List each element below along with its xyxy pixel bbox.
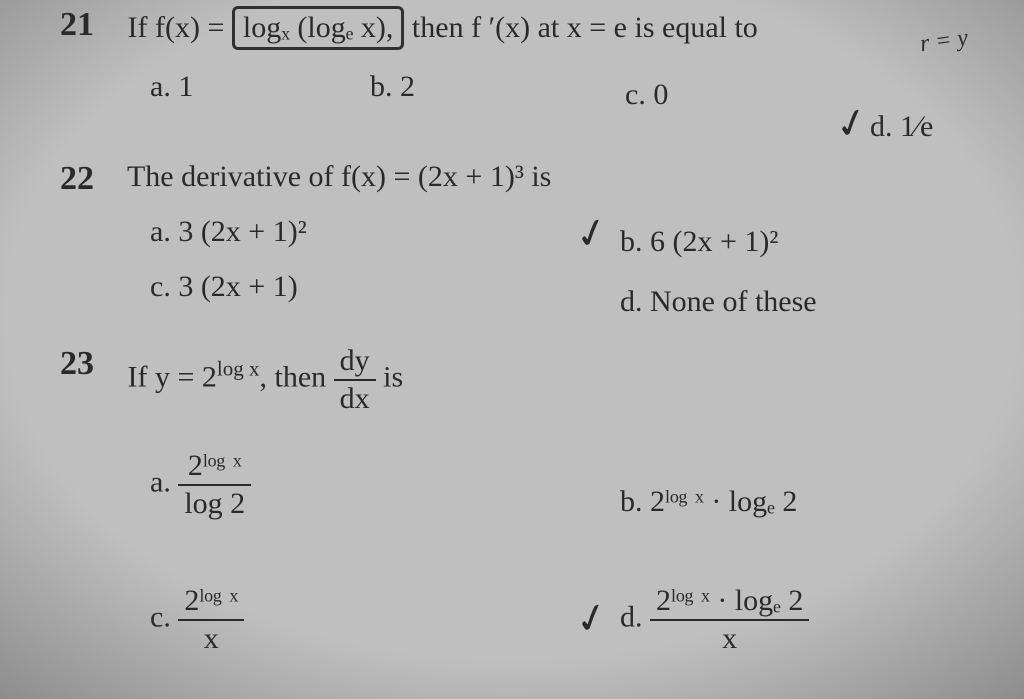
q22-opt-a: a. 3 (2x + 1)² [150, 215, 307, 249]
q23-opt-d-num: 2ˡᵒᵍ ˣ · logₑ 2 [650, 585, 809, 621]
q23-opt-c-num: 2ˡᵒᵍ ˣ [178, 585, 244, 621]
q23-stem-exp: log x [217, 356, 260, 380]
q22-number: 22 [60, 160, 120, 198]
q23-opt-c-label: c. [150, 600, 171, 633]
q23-opt-a-label: a. [150, 465, 171, 498]
q23-opt-c-den: x [178, 621, 244, 655]
q23-opt-a-den: log 2 [178, 486, 251, 520]
q23-opt-a-frac: 2ˡᵒᵍ ˣ log 2 [178, 450, 251, 519]
q23-opt-c: c. 2ˡᵒᵍ ˣ x [150, 585, 244, 654]
q23-frac-den: dx [334, 381, 376, 415]
q23-dy-dx: dy dx [334, 345, 376, 414]
q21-opt-d: d. 1⁄e [870, 110, 933, 144]
q23-opt-b: b. 2ˡᵒᵍ ˣ · logₑ 2 [620, 485, 797, 519]
question-21: 21 If f(x) = logₓ (logₑ x), then f ′(x) … [60, 6, 758, 50]
q23-number: 23 [60, 345, 120, 383]
q21-stem-pre: If f(x) = [128, 11, 225, 44]
q21-checkmark-icon: ✓ [829, 96, 874, 150]
q23-stem-pre: If y = 2 [128, 360, 217, 393]
q21-boxed-expr: logₓ (logₑ x), [232, 6, 405, 50]
q23-opt-d-label: d. [620, 600, 643, 633]
q22-opt-d: d. None of these [620, 285, 817, 319]
q23-stem-post: is [383, 360, 403, 393]
q22-stem: The derivative of f(x) = (2x + 1)³ is [127, 160, 551, 193]
q23-opt-a: a. 2ˡᵒᵍ ˣ log 2 [150, 450, 251, 519]
q21-number: 21 [60, 6, 120, 44]
q21-margin-annot: r = y [918, 25, 969, 58]
q23-opt-a-num: 2ˡᵒᵍ ˣ [178, 450, 251, 486]
page: 21 If f(x) = logₓ (logₑ x), then f ′(x) … [0, 0, 1024, 699]
q23-checkmark-icon: ✓ [569, 591, 614, 645]
q23-frac-num: dy [334, 345, 376, 381]
question-23: 23 If y = 2log x, then dy dx is [60, 345, 403, 414]
q22-opt-c: c. 3 (2x + 1) [150, 270, 298, 304]
question-22: 22 The derivative of f(x) = (2x + 1)³ is [60, 160, 551, 198]
q22-checkmark-icon: ✓ [569, 206, 614, 260]
q21-opt-a: a. 1 [150, 70, 193, 104]
q23-opt-d-den: x [650, 621, 809, 655]
q23-opt-d-frac: 2ˡᵒᵍ ˣ · logₑ 2 x [650, 585, 809, 654]
q22-opt-b: b. 6 (2x + 1)² [620, 225, 778, 259]
q21-stem-post: then f ′(x) at x = e is equal to [412, 11, 758, 44]
q21-opt-b: b. 2 [370, 70, 415, 104]
q23-opt-c-frac: 2ˡᵒᵍ ˣ x [178, 585, 244, 654]
q23-stem-mid: , then [260, 360, 334, 393]
q21-opt-c: c. 0 [625, 78, 668, 112]
q23-opt-d: d. 2ˡᵒᵍ ˣ · logₑ 2 x [620, 585, 809, 654]
